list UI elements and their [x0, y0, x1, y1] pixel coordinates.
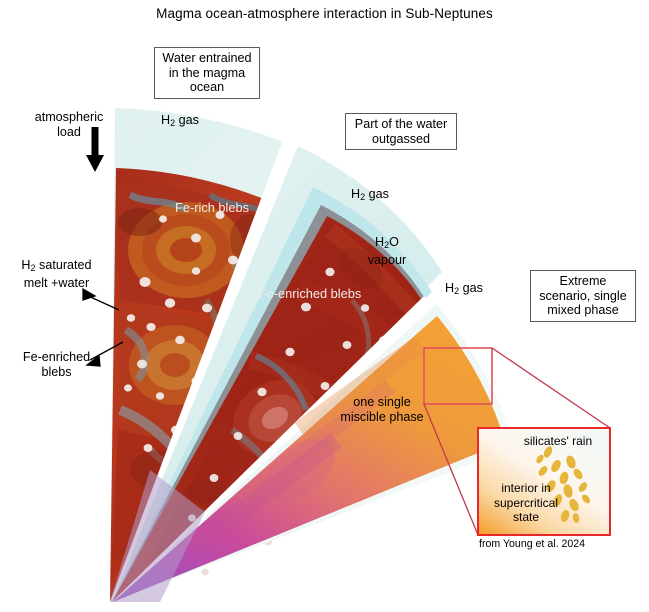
- h2-gas-2-post: gas: [365, 187, 389, 201]
- box-extreme-scenario-line2: scenario, single: [539, 288, 627, 303]
- label-fe-enriched-blebs-left: Fe-enriched blebs: [4, 350, 109, 380]
- silicate-droplets: [536, 446, 591, 523]
- inset-background: [478, 428, 610, 535]
- h2-saturated-post: saturated: [35, 258, 92, 272]
- h2-gas-3-post: gas: [459, 281, 483, 295]
- box-extreme-scenario-line1: Extreme: [559, 274, 607, 288]
- zoom-connector-top: [491, 347, 611, 429]
- label-h2o-vapour: H2O vapour: [350, 235, 424, 268]
- label-one-single-miscible-phase: one single miscible phase: [318, 395, 446, 425]
- h2o-vapour-o: O: [389, 235, 399, 249]
- deep-interior-tip: [110, 470, 205, 602]
- interior-line3: state: [512, 510, 539, 524]
- label-h2-gas-3: H2 gas: [424, 281, 504, 299]
- label-fe-enriched-blebs: Fe-enriched blebs: [258, 286, 362, 301]
- one-single-line2: miscible phase: [340, 410, 424, 424]
- h2-gas-1-post: gas: [175, 113, 199, 127]
- box-extreme-scenario: Extreme scenario, single mixed phase: [530, 270, 636, 322]
- h2-saturated-line1: H2 saturated: [4, 258, 109, 276]
- wedge3-miscible-phase: [113, 316, 505, 602]
- box-water-outgassed-line2: outgassed: [371, 131, 431, 146]
- h2-gas-2-h: H: [351, 187, 361, 201]
- inset-label-interior-state: interior in supercritical state: [480, 481, 572, 525]
- label-atmospheric-load: atmospheric load: [14, 110, 124, 140]
- pointer-arrows: [82, 287, 124, 367]
- h2-saturated-h: H: [21, 258, 31, 272]
- page-title: Magma ocean-atmosphere interaction in Su…: [156, 6, 493, 21]
- atmospheric-load-line2: load: [57, 125, 81, 139]
- one-single-line1: one single: [353, 395, 411, 409]
- interior-line2: supercritical: [493, 495, 559, 510]
- interior-line1: interior in: [501, 481, 551, 495]
- inset-panel: [477, 427, 611, 536]
- atmospheric-load-line1: atmospheric: [34, 110, 104, 124]
- h2o-vapour-line2: vapour: [367, 253, 407, 267]
- wedge-3-extreme-scenario: [113, 304, 515, 602]
- h2o-vapour-sub: 2: [384, 240, 390, 250]
- h2-gas-3-sub: 2: [454, 286, 460, 296]
- label-h2-gas-1: H2 gas: [140, 113, 220, 131]
- h2-gas-2-sub: 2: [360, 192, 366, 202]
- box-water-entrained-line1: Water entrained: [162, 51, 252, 65]
- box-extreme-scenario-line3: mixed phase: [547, 303, 619, 317]
- wedge3-phase-texture: [184, 336, 426, 556]
- atmospheric-load-arrow: [86, 127, 104, 172]
- inset-credit: from Young et al. 2024: [479, 538, 586, 550]
- inset-border: [477, 427, 611, 536]
- zoom-region-rectangle: [423, 347, 493, 405]
- h2o-vapour-line1: H2O: [350, 235, 424, 253]
- box-water-outgassed: Part of the water outgassed: [345, 113, 457, 150]
- box-water-outgassed-line1: Part of the water: [354, 117, 448, 131]
- h2-gas-1-sub: 2: [170, 118, 176, 128]
- box-water-entrained-line3: ocean: [189, 80, 225, 94]
- label-fe-rich-blebs: Fe-rich blebs: [175, 200, 249, 215]
- h2-saturated-sub: 2: [30, 263, 36, 273]
- inset-label-silicates-rain: silicates' rain: [523, 434, 593, 448]
- fe-enriched-left-line2: blebs: [41, 365, 72, 379]
- zoom-connector-bottom: [423, 403, 479, 536]
- h2-gas-1-h: H: [161, 113, 171, 127]
- label-h2-saturated-melt: H2 saturated melt +water: [4, 258, 109, 291]
- box-water-entrained-line2: in the magma: [168, 65, 246, 80]
- h2-saturated-line2: melt +water: [23, 276, 90, 290]
- fe-enriched-left-line1: Fe-enriched: [22, 350, 91, 364]
- h2-gas-3-h: H: [445, 281, 455, 295]
- box-water-entrained: Water entrained in the magma ocean: [154, 47, 260, 99]
- h2o-vapour-h: H: [375, 235, 385, 249]
- label-h2-gas-2: H2 gas: [330, 187, 410, 205]
